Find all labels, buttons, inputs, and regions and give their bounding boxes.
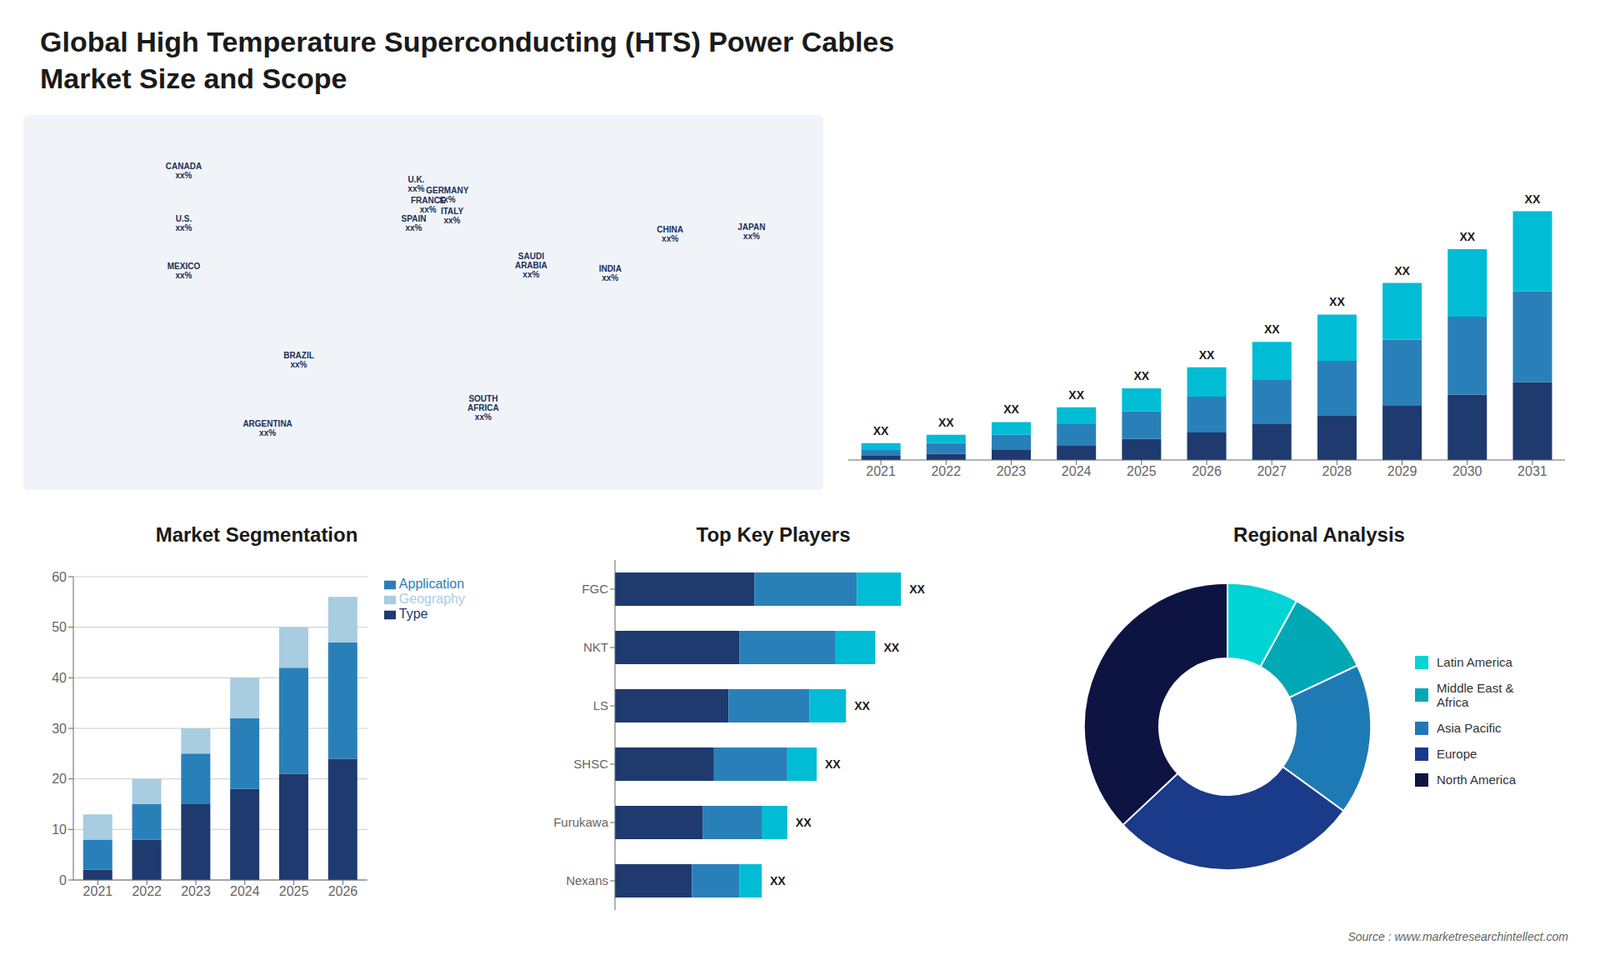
svg-text:U.S.xx%: U.S.xx% — [175, 214, 192, 233]
svg-text:10: 10 — [51, 822, 67, 837]
svg-text:30: 30 — [51, 721, 67, 736]
svg-text:ITALYxx%: ITALYxx% — [440, 206, 465, 225]
svg-text:SPAINxx%: SPAINxx% — [401, 214, 427, 233]
svg-text:2028: 2028 — [1322, 464, 1353, 479]
svg-text:XX: XX — [1329, 295, 1345, 309]
svg-text:2031: 2031 — [1517, 464, 1548, 479]
svg-text:XX: XX — [825, 757, 841, 771]
svg-text:2026: 2026 — [1191, 464, 1222, 479]
svg-text:2025: 2025 — [1126, 464, 1157, 479]
svg-text:XX: XX — [1264, 322, 1280, 336]
svg-text:U.K.xx%: U.K.xx% — [407, 175, 425, 194]
svg-text:XX: XX — [795, 815, 812, 830]
svg-text:FGC: FGC — [581, 581, 609, 596]
svg-text:2030: 2030 — [1452, 464, 1483, 479]
svg-text:2027: 2027 — [1256, 464, 1287, 479]
svg-text:SOUTHAFRICAxx%: SOUTHAFRICAxx% — [467, 394, 500, 422]
svg-text:XX: XX — [1459, 230, 1475, 244]
svg-text:XX: XX — [1068, 388, 1085, 402]
svg-text:SAUDIARABIAxx%: SAUDIARABIAxx% — [515, 251, 548, 280]
svg-text:XX: XX — [1199, 348, 1215, 362]
svg-text:XX: XX — [770, 874, 786, 888]
svg-text:0: 0 — [59, 873, 67, 888]
svg-text:ARGENTINAxx%: ARGENTINAxx% — [242, 419, 292, 438]
svg-text:GERMANYxx%: GERMANYxx% — [425, 185, 469, 205]
svg-text:2023: 2023 — [180, 884, 211, 899]
svg-text:INDIAxx%: INDIAxx% — [599, 264, 622, 283]
svg-text:20: 20 — [51, 771, 67, 786]
svg-text:CHINAxx%: CHINAxx% — [656, 225, 684, 244]
svg-text:XX: XX — [1394, 264, 1410, 278]
svg-text:2022: 2022 — [131, 884, 162, 899]
svg-text:BRAZILxx%: BRAZILxx% — [283, 350, 315, 370]
svg-text:2021: 2021 — [83, 884, 114, 899]
svg-text:LS: LS — [593, 698, 609, 713]
svg-text:2021: 2021 — [865, 464, 896, 479]
svg-text:CANADAxx%: CANADAxx% — [165, 161, 202, 180]
svg-text:XX: XX — [1134, 369, 1150, 383]
svg-text:XX: XX — [909, 582, 925, 596]
svg-text:XX: XX — [854, 699, 870, 713]
svg-text:NKT: NKT — [583, 640, 609, 655]
svg-text:Nexans: Nexans — [565, 873, 609, 888]
svg-text:XX: XX — [938, 415, 955, 430]
svg-text:Furukawa: Furukawa — [553, 815, 610, 830]
svg-text:MEXICOxx%: MEXICOxx% — [167, 261, 201, 280]
svg-text:XX: XX — [1525, 192, 1541, 206]
svg-text:XX: XX — [873, 424, 890, 438]
svg-text:2024: 2024 — [1061, 464, 1092, 479]
svg-text:2024: 2024 — [230, 884, 260, 899]
svg-text:40: 40 — [51, 670, 67, 685]
svg-text:2025: 2025 — [279, 884, 310, 899]
svg-text:SHSC: SHSC — [573, 756, 609, 771]
svg-text:60: 60 — [51, 570, 67, 585]
svg-text:2026: 2026 — [328, 884, 359, 899]
svg-text:XX: XX — [1003, 402, 1020, 416]
svg-text:XX: XX — [883, 640, 900, 655]
svg-text:50: 50 — [51, 620, 67, 635]
svg-text:2022: 2022 — [930, 464, 961, 479]
svg-text:JAPANxx%: JAPANxx% — [737, 222, 765, 241]
svg-text:2023: 2023 — [996, 464, 1027, 479]
svg-text:2029: 2029 — [1387, 464, 1418, 479]
